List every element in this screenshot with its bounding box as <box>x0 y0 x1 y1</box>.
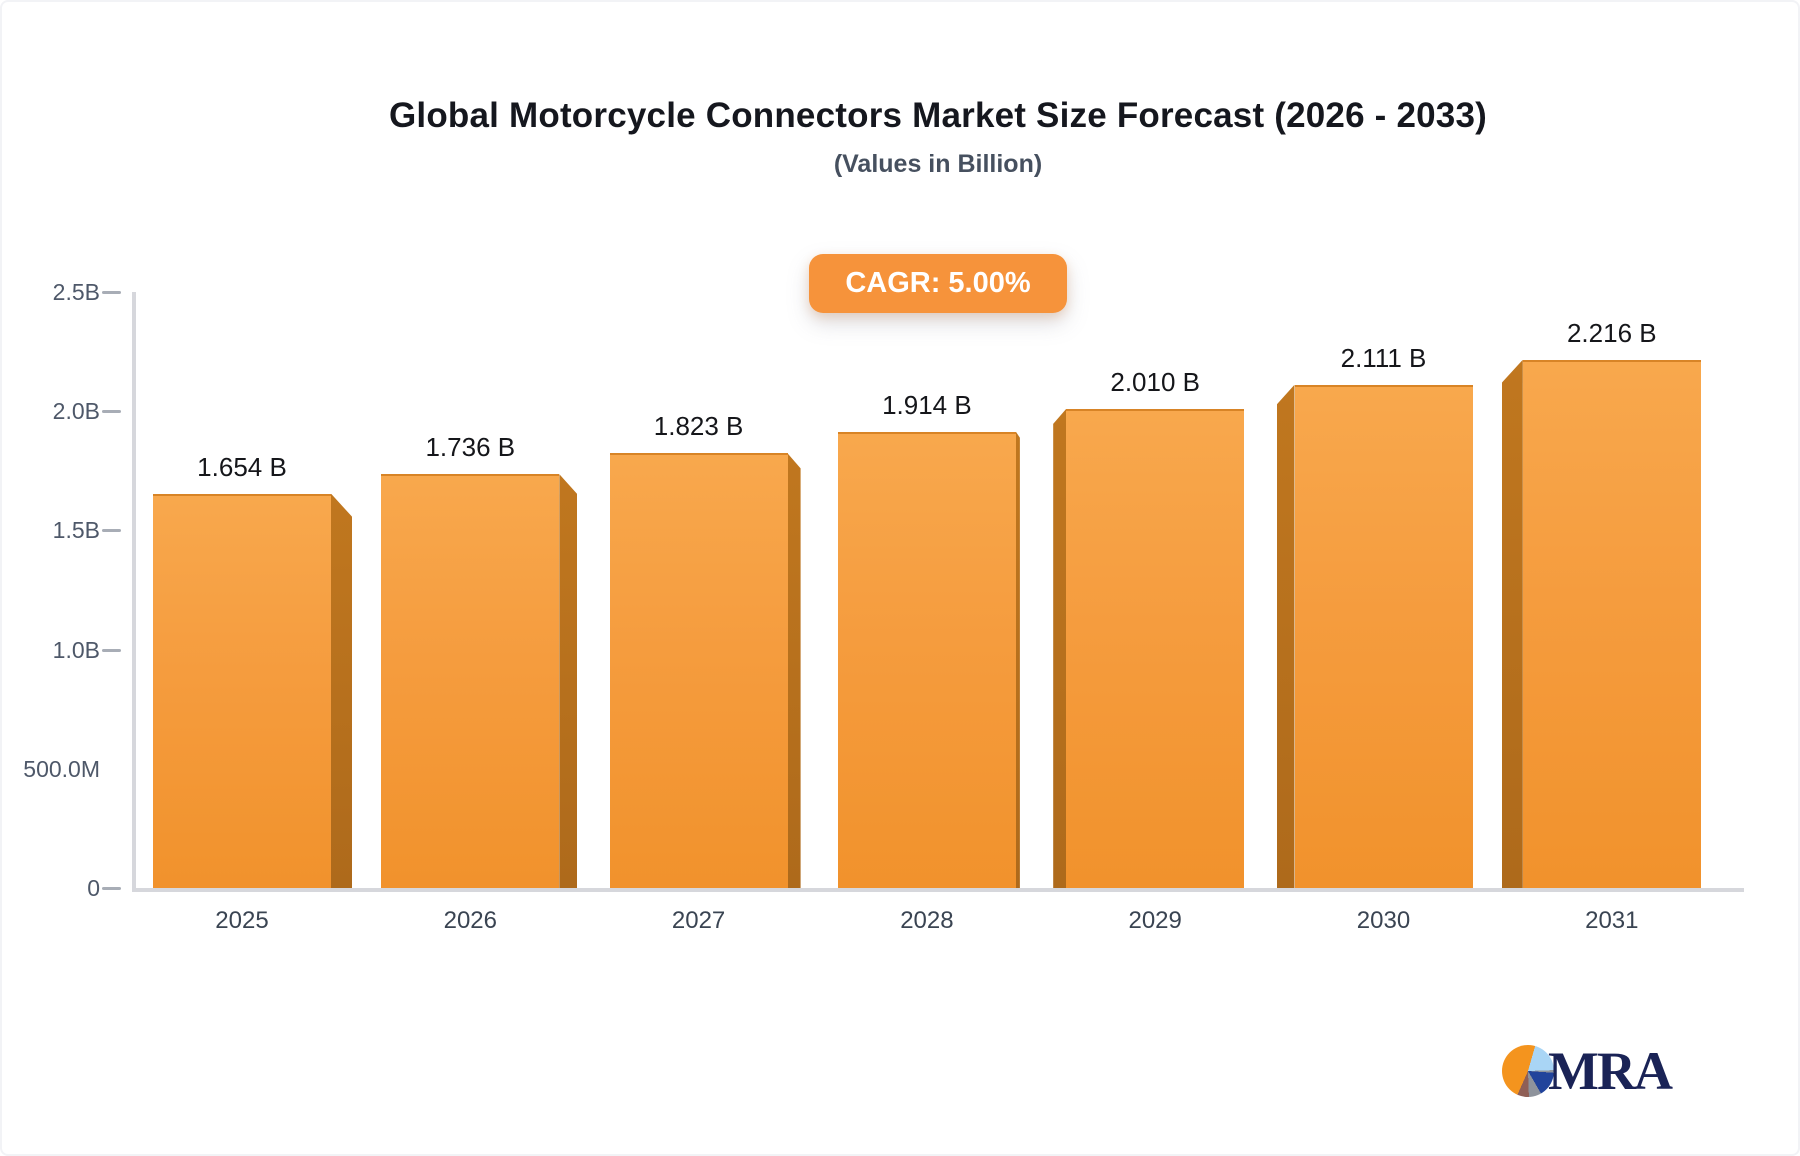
bar-value-label: 2.010 B <box>1110 366 1200 397</box>
chart-subtitle: (Values in Billion) <box>833 150 1043 178</box>
x-tick-label: 2030 <box>1356 907 1411 934</box>
bar-value-label: 1.823 B <box>653 411 744 442</box>
logo-text: MRA <box>1548 1041 1673 1101</box>
bar-depth-side <box>1053 408 1067 888</box>
bar <box>1522 359 1701 888</box>
cagr-badge: CAGR: 5.00% <box>809 254 1067 313</box>
bar-value-label: 2.216 B <box>1566 317 1657 348</box>
bar <box>1294 384 1473 888</box>
bar-depth-side <box>787 453 801 888</box>
bar <box>609 453 788 888</box>
y-tick-dash <box>102 410 121 414</box>
y-tick-dash <box>102 887 121 890</box>
x-axis-line <box>132 888 1744 892</box>
bar-value-label: 2.111 B <box>1340 342 1427 373</box>
x-tick-label: 2031 <box>1585 907 1639 934</box>
bar-depth-side <box>1501 359 1523 888</box>
x-tick-label: 2027 <box>671 907 726 934</box>
y-tick-label: 1.5B <box>52 517 100 544</box>
x-tick-label: 2025 <box>215 907 269 934</box>
bar-depth-side <box>1276 384 1295 888</box>
bar-value-label: 1.736 B <box>425 432 516 463</box>
pie-chart-icon <box>1502 1045 1554 1097</box>
bar <box>837 431 1016 888</box>
y-tick-label: 2.0B <box>52 398 100 425</box>
bar <box>381 474 560 888</box>
x-tick-label: 2026 <box>443 907 497 934</box>
bar-depth-side <box>1015 431 1020 888</box>
cagr-badge-row: CAGR: 5.00% <box>132 254 1744 313</box>
bar <box>1066 408 1245 888</box>
bar <box>153 493 331 888</box>
bar-value-label: 1.914 B <box>882 389 972 420</box>
bar-value-label: 1.654 B <box>197 451 287 482</box>
y-tick-dash <box>102 291 121 294</box>
bar-depth-side <box>331 493 352 888</box>
y-tick-label: 2.5B <box>52 279 100 305</box>
x-tick-label: 2028 <box>900 907 954 934</box>
y-axis-line <box>132 292 136 892</box>
x-tick-label: 2029 <box>1128 907 1182 934</box>
brand-logo: MRA <box>1502 1038 1673 1104</box>
y-tick-dash <box>102 529 121 533</box>
y-tick-label: 1.0B <box>52 636 100 663</box>
y-tick-label: 0 <box>87 875 100 901</box>
chart-title: Global Motorcycle Connectors Market Size… <box>389 96 1487 135</box>
y-tick-dash <box>102 648 121 652</box>
y-tick-label: 500.0M <box>23 755 100 782</box>
bar-depth-side <box>559 474 578 888</box>
